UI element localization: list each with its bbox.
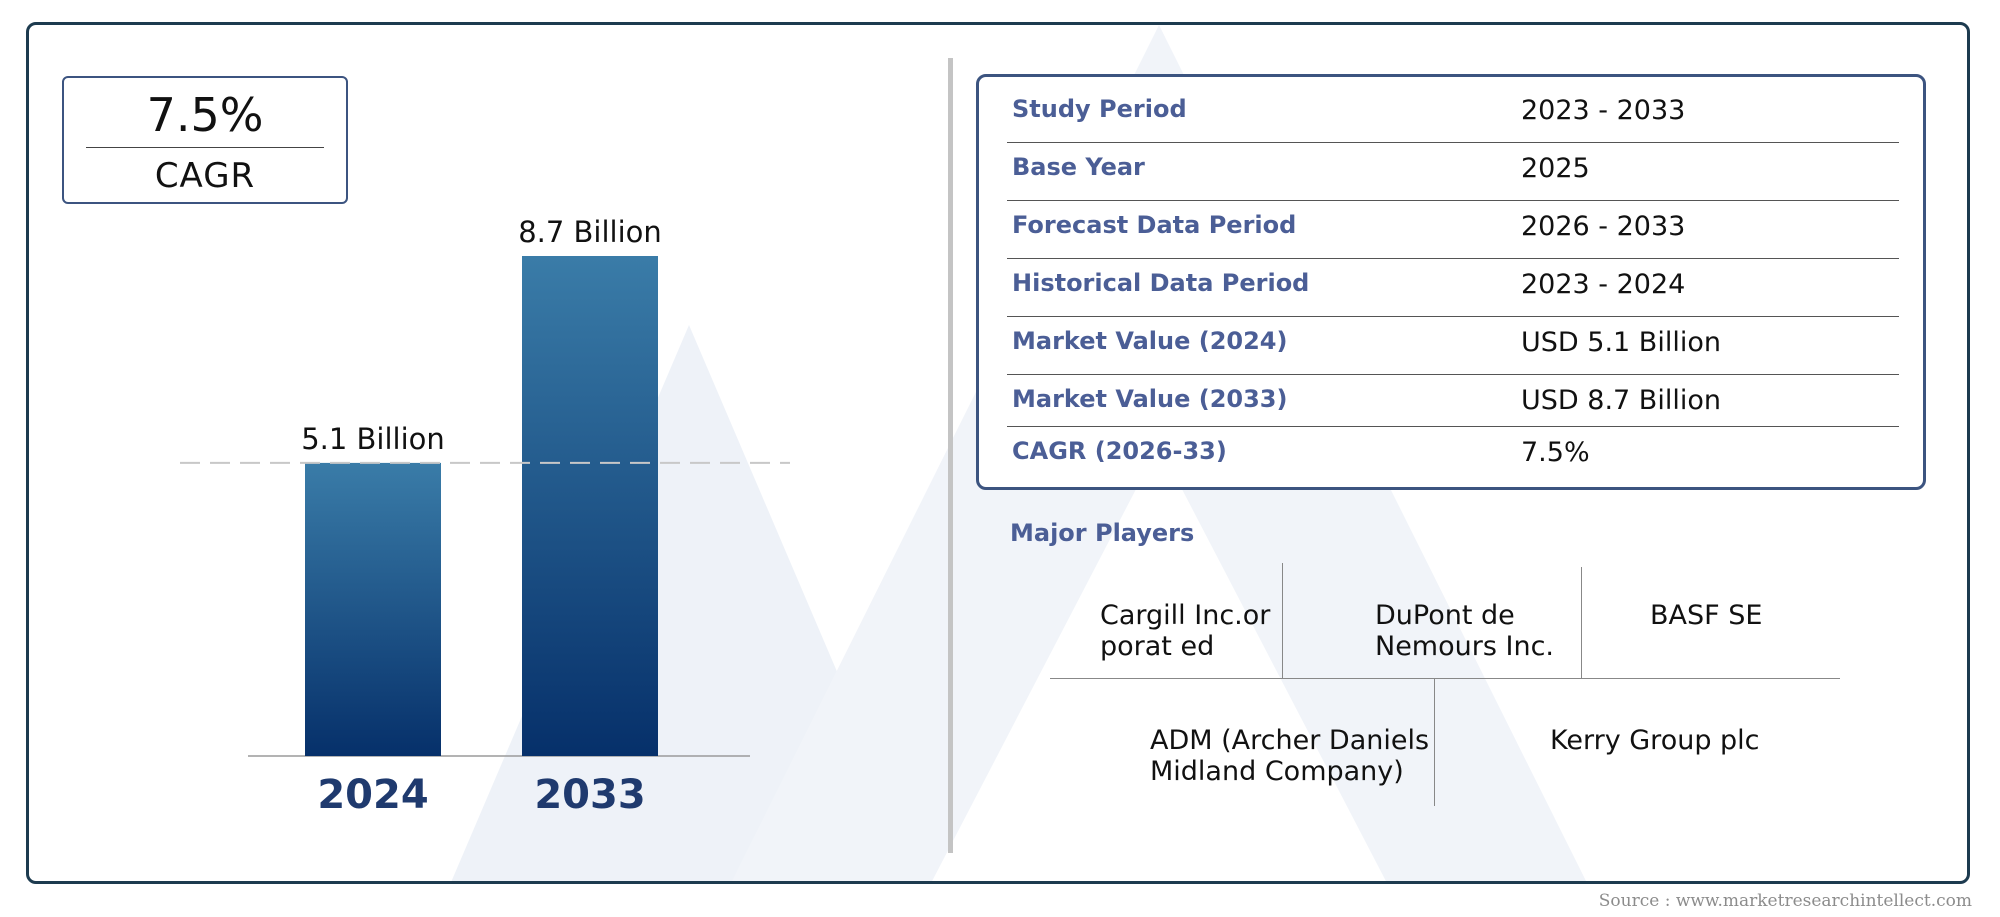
table-row: Historical Data Period 2023 - 2024 — [1007, 259, 1899, 317]
table-row: Base Year 2025 — [1007, 143, 1899, 201]
player-divider — [1581, 567, 1582, 678]
row-value: 2023 - 2033 — [1521, 95, 1686, 126]
row-value: 2023 - 2024 — [1521, 269, 1686, 300]
market-bar-chart: 5.1 Billion 2024 8.7 Billion 2033 — [180, 215, 790, 818]
cagr-label: CAGR — [154, 156, 256, 196]
row-value: 7.5% — [1521, 437, 1590, 468]
row-value: USD 5.1 Billion — [1521, 327, 1721, 358]
row-label: Market Value (2024) — [1012, 327, 1288, 355]
row-label: Forecast Data Period — [1012, 211, 1297, 239]
player-divider — [1050, 678, 1840, 679]
summary-table: Study Period 2023 - 2033 Base Year 2025 … — [976, 74, 1926, 490]
player-name: DuPont de Nemours Inc. — [1375, 600, 1554, 662]
row-value: 2025 — [1521, 153, 1590, 184]
row-label: Study Period — [1012, 95, 1187, 123]
bar-2024 — [305, 462, 441, 756]
data-label: 5.1 Billion — [301, 422, 445, 456]
x-tick-label: 2024 — [317, 772, 428, 818]
table-row: CAGR (2026-33) 7.5% — [1007, 427, 1899, 485]
player-divider — [1282, 563, 1283, 678]
table-row: Market Value (2033) USD 8.7 Billion — [1007, 375, 1899, 427]
row-label: CAGR (2026-33) — [1012, 437, 1227, 465]
player-divider — [1434, 679, 1435, 806]
row-value: 2026 - 2033 — [1521, 211, 1686, 242]
player-name: ADM (Archer Daniels Midland Company) — [1150, 725, 1430, 787]
source-credit: Source : www.marketresearchintellect.com — [1598, 891, 1972, 911]
row-label: Historical Data Period — [1012, 269, 1310, 297]
row-value: USD 8.7 Billion — [1521, 385, 1721, 416]
bar-2033 — [522, 256, 658, 756]
cagr-value: 7.5% — [146, 88, 264, 142]
panel-divider — [948, 58, 953, 853]
major-players-title: Major Players — [1010, 519, 1195, 547]
x-tick-label: 2033 — [534, 772, 645, 818]
table-row: Market Value (2024) USD 5.1 Billion — [1007, 317, 1899, 375]
row-label: Market Value (2033) — [1012, 385, 1288, 413]
cagr-divider — [86, 147, 324, 148]
table-row: Forecast Data Period 2026 - 2033 — [1007, 201, 1899, 259]
player-name: BASF SE — [1650, 600, 1763, 631]
player-name: Cargill Inc.orporat ed — [1100, 600, 1271, 662]
row-label: Base Year — [1012, 153, 1145, 181]
cagr-card: 7.5% CAGR — [62, 76, 348, 204]
data-label: 8.7 Billion — [518, 215, 662, 249]
player-name: Kerry Group plc — [1550, 725, 1760, 756]
table-row: Study Period 2023 - 2033 — [1007, 85, 1899, 143]
